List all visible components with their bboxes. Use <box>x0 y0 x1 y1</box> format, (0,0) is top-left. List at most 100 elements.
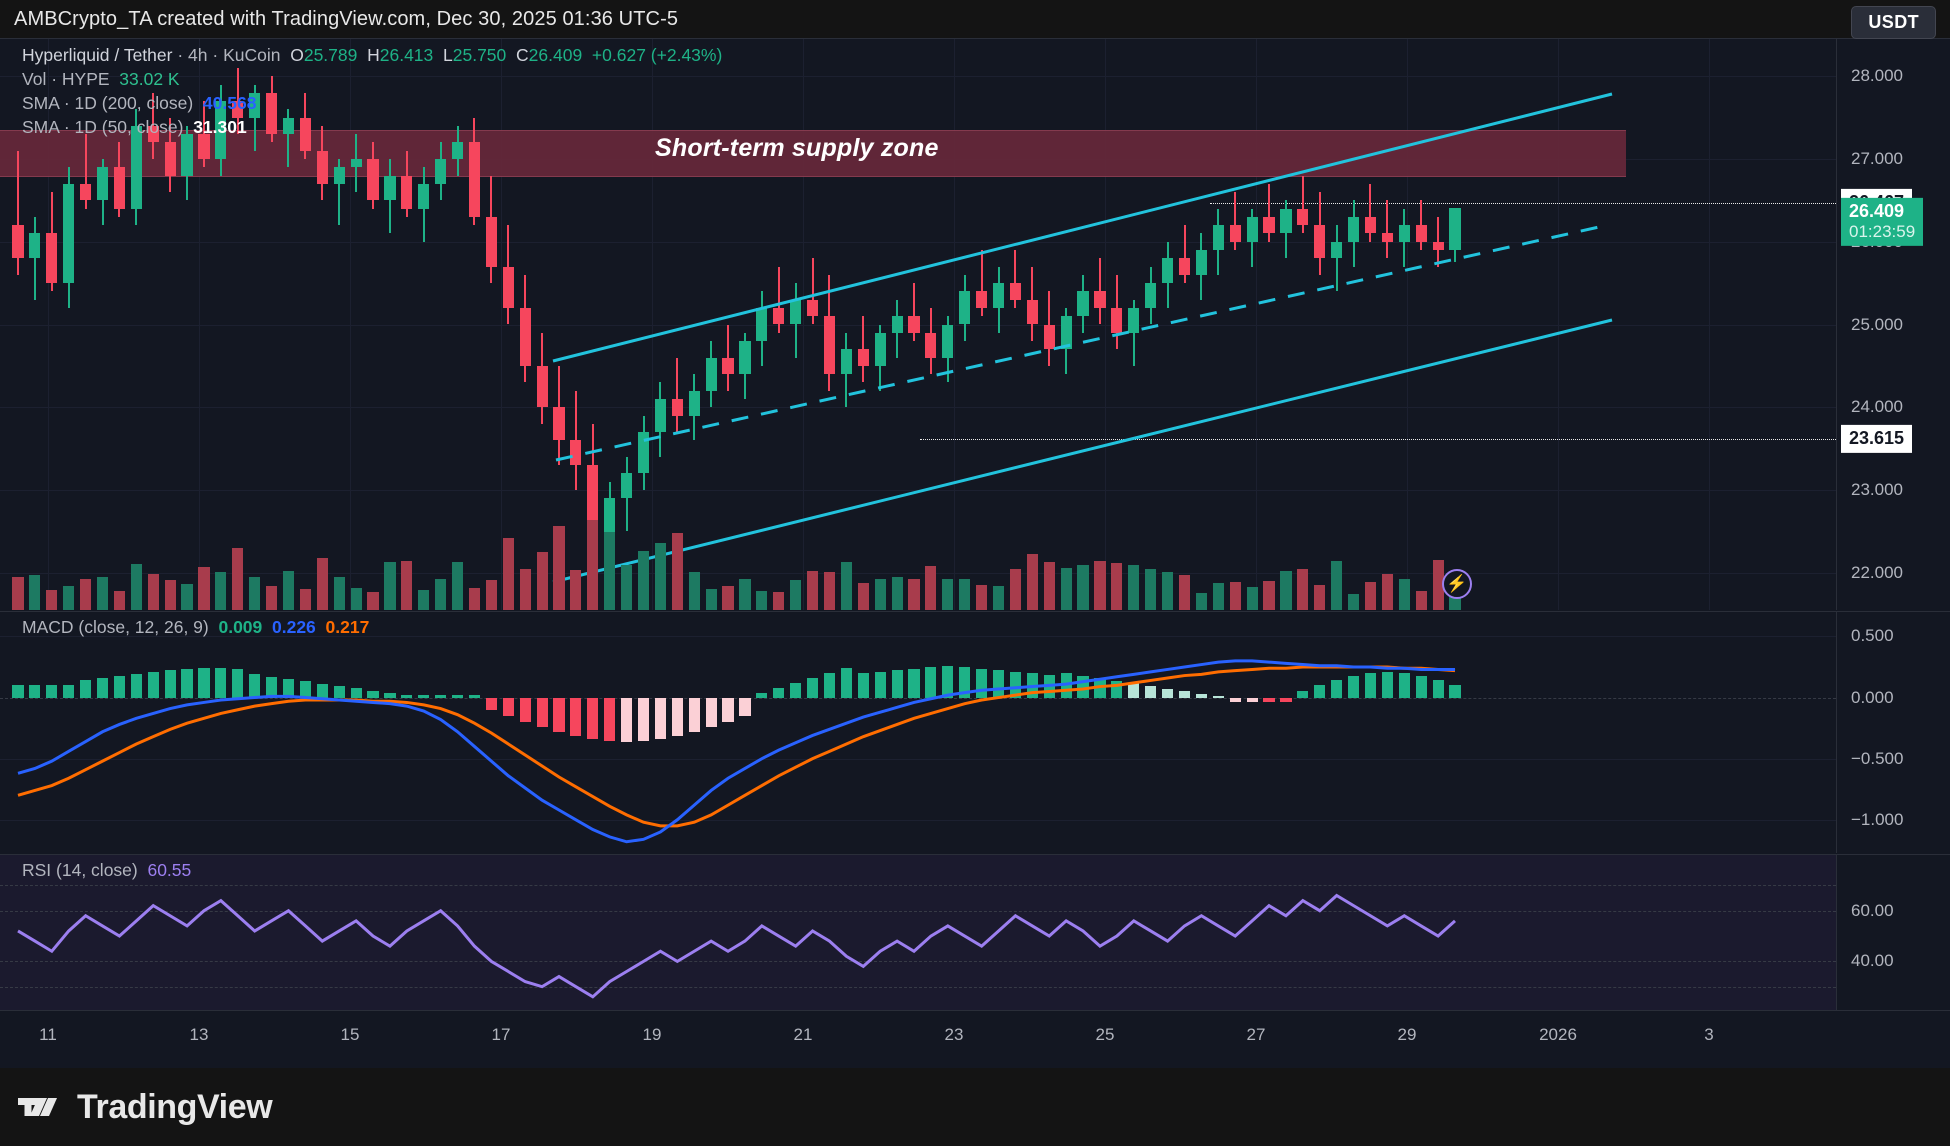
candle-body <box>282 117 295 135</box>
time-gridline <box>1105 39 1106 610</box>
macd-pane[interactable] <box>0 611 1836 853</box>
candle-body <box>925 332 937 358</box>
macd-histogram-bar <box>215 668 227 698</box>
volume-bar <box>96 576 109 610</box>
volume-bar <box>1162 572 1174 610</box>
time-gridline <box>954 39 955 610</box>
candle-body <box>1060 316 1072 350</box>
macd-histogram-bar <box>249 674 261 698</box>
volume-bar <box>874 579 886 610</box>
volume-bar <box>367 592 379 610</box>
candle-body <box>1162 258 1174 284</box>
sma50-title: SMA · 1D (50, close) <box>22 117 184 137</box>
watermark-text: AMBCrypto_TA created with TradingView.co… <box>14 7 679 30</box>
macd-histogram-bar <box>570 697 582 737</box>
price-pane[interactable]: Short-term supply zone ⚡ <box>0 39 1836 610</box>
interval-label[interactable]: 4h <box>188 45 208 65</box>
rsi-axis[interactable]: 60.00 40.00 <box>1836 854 1950 1011</box>
macd-tick-label: −0.500 <box>1851 748 1904 768</box>
high-key: H <box>367 45 380 65</box>
candle-wick <box>1132 299 1135 366</box>
macd-histogram-bar <box>1128 683 1140 698</box>
macd-tick-label: −1.000 <box>1851 809 1904 829</box>
candle-body <box>46 233 58 284</box>
macd-histogram-bar <box>671 697 683 737</box>
low-value: 25.750 <box>452 45 507 65</box>
volume-bar <box>198 567 210 610</box>
candle-body <box>891 316 903 333</box>
channel-trendlines <box>552 92 1613 584</box>
volume-bar <box>1212 583 1224 610</box>
macd-signal-line <box>17 665 1456 828</box>
price-gridline <box>0 241 1836 243</box>
candle-body <box>198 134 210 159</box>
last-price-tag: 26.409 01:23:59 <box>1841 197 1924 247</box>
candle-body <box>80 183 92 201</box>
volume-bar <box>130 564 142 610</box>
time-axis[interactable]: 11 13 15 17 19 21 23 25 27 29 2026 3 <box>0 1010 1950 1068</box>
candle-wick <box>1437 216 1440 267</box>
tradingview-wordmark: TradingView <box>77 1087 273 1126</box>
volume-bar <box>1331 561 1343 610</box>
time-tick-label: 11 <box>39 1025 57 1044</box>
price-legend[interactable]: Hyperliquid / Tether · 4h · KuCoin O25.7… <box>22 45 722 141</box>
currency-badge[interactable]: USDT <box>1851 6 1936 39</box>
channel-midline <box>555 223 1609 462</box>
last-price-value: 26.409 <box>1849 200 1905 221</box>
macd-histogram-bar <box>451 695 464 698</box>
candle-body <box>1246 216 1258 242</box>
price-tick-label: 27.000 <box>1851 148 1903 168</box>
time-gridline <box>1256 39 1257 610</box>
rsi-tick-label: 40.00 <box>1851 951 1894 971</box>
candle-body <box>840 349 852 375</box>
macd-histogram-bar <box>1432 679 1444 698</box>
volume-bar <box>333 577 345 610</box>
volume-bar <box>604 532 616 610</box>
volume-bar <box>790 579 802 610</box>
volume-bar <box>519 569 531 610</box>
volume-bar <box>1026 554 1038 610</box>
macd-histogram-bar <box>1162 688 1174 698</box>
rsi-legend[interactable]: RSI (14, close) 60.55 <box>22 860 191 884</box>
macd-histogram-bar <box>806 678 819 698</box>
macd-histogram-bar <box>282 678 295 698</box>
candle-body <box>1331 241 1343 259</box>
candle-body <box>688 390 700 416</box>
macd-histogram-bar <box>1398 672 1410 698</box>
replay-icon[interactable]: ⚡ <box>1442 569 1472 599</box>
volume-bar <box>1347 593 1360 610</box>
volume-bar <box>773 592 785 610</box>
macd-histogram-bar <box>874 671 886 698</box>
candle-wick <box>236 67 239 135</box>
time-tick-label: 19 <box>642 1025 662 1044</box>
horizontal-level-line <box>1210 203 1836 205</box>
bar-countdown: 01:23:59 <box>1849 221 1916 241</box>
macd-histogram-bar <box>418 695 430 698</box>
volume-bar <box>1314 584 1326 610</box>
volume-bar <box>1094 561 1106 610</box>
macd-axis[interactable]: 0.500 0.000 −0.500 −1.000 <box>1836 611 1950 853</box>
macd-histogram-bar <box>299 681 311 698</box>
volume-bar <box>857 582 869 610</box>
volume-bar <box>637 550 650 610</box>
low-key: L <box>443 45 453 65</box>
macd-histogram-bar <box>587 697 599 740</box>
rsi-gridline <box>0 986 1836 988</box>
rsi-pane[interactable] <box>0 854 1836 1011</box>
rsi-value: 60.55 <box>147 860 192 880</box>
chart-area[interactable]: Short-term supply zone ⚡ USDT 28.000 27.0… <box>0 6 1950 1011</box>
price-axis[interactable]: USDT 28.00027.00026.00025.00024.00023.00… <box>1836 6 1950 610</box>
candle-body <box>266 92 278 135</box>
candle-wick <box>33 216 36 300</box>
footer-bar: TradingView <box>0 1068 1950 1146</box>
macd-legend[interactable]: MACD (close, 12, 26, 9) 0.009 0.226 0.21… <box>22 617 369 641</box>
macd-title: MACD (close, 12, 26, 9) <box>22 617 209 637</box>
sma200-legend-row: SMA · 1D (200, close) 40.568 <box>22 93 722 115</box>
macd-histogram-bar <box>773 687 785 698</box>
volume-bar <box>739 578 751 610</box>
rsi-tick-label: 60.00 <box>1851 900 1894 920</box>
macd-histogram-bar <box>384 692 396 698</box>
volume-bar <box>688 571 700 610</box>
tradingview-logo[interactable]: TradingView <box>18 1087 273 1127</box>
symbol-label[interactable]: Hyperliquid / Tether <box>22 45 173 65</box>
